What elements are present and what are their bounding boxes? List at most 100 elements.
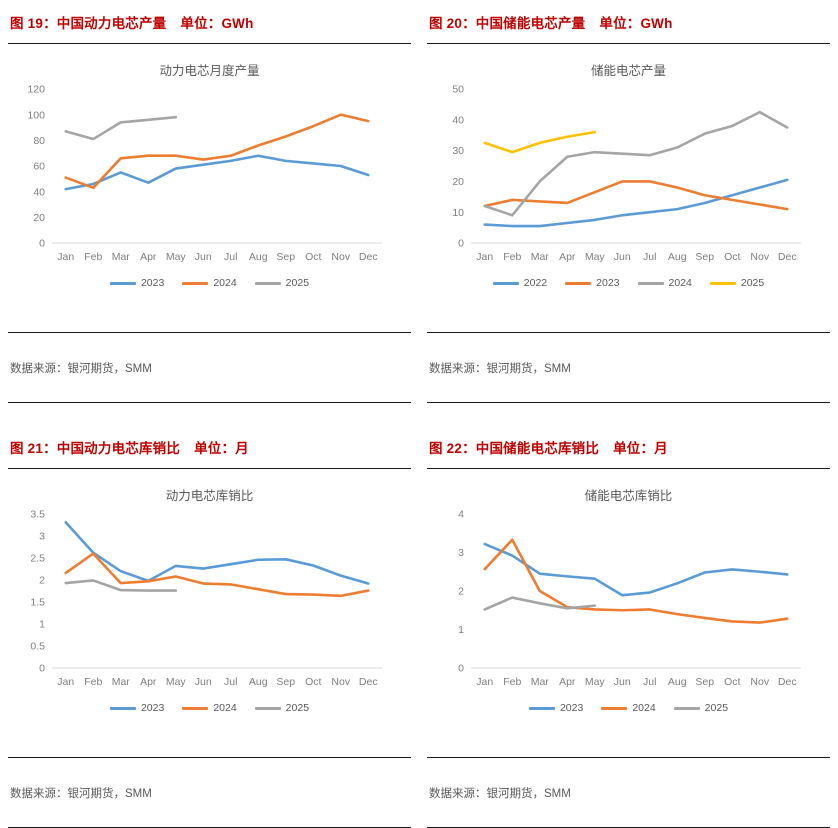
y-axis-tick-label: 60 — [33, 161, 45, 173]
chart-cell: 动力电芯月度产量 0 20 40 60 80 100 120 Jan Feb Mar Apr May J… — [8, 44, 411, 333]
y-axis-tick-label: 0 — [39, 663, 45, 675]
x-axis-tick-label: Jan — [476, 251, 493, 263]
legend-label: 2025 — [704, 702, 729, 714]
legend-label: 2022 — [523, 277, 548, 289]
x-axis-tick-label: Apr — [140, 251, 157, 263]
legend-swatch-2023 — [565, 281, 592, 285]
x-axis-tick-label: Mar — [531, 676, 550, 688]
chart-legend: 2022 2023 2024 2025 — [427, 277, 830, 289]
x-axis-tick-label: Mar — [112, 251, 131, 263]
x-axis-tick-label: Aug — [668, 251, 687, 263]
x-axis-tick-label: Jul — [643, 251, 656, 263]
figure-panel-fig21: 图 21：中国动力电芯库销比 单位：月 动力电芯库销比 0 0.5 1 1.5 2 2.5 3… — [8, 425, 411, 828]
legend-label: 2025 — [285, 277, 310, 289]
x-axis-tick-label: Oct — [724, 676, 740, 688]
chart-svg: 0 1 2 3 4 Jan Feb Mar Apr May Jun Jul Aug Sep Oct Nov De… — [458, 509, 801, 688]
legend-label: 2023 — [559, 702, 584, 714]
legend-item-2024[interactable]: 2024 — [182, 702, 237, 714]
x-axis-tick-label: May — [585, 676, 606, 688]
legend-label: 2025 — [285, 702, 310, 714]
y-axis-tick-label: 40 — [452, 114, 464, 126]
y-axis-tick-label: 3 — [39, 531, 45, 543]
x-axis-tick-label: Oct — [305, 251, 321, 263]
series-line-2023 — [483, 180, 789, 211]
x-axis-tick-label: Nov — [750, 251, 769, 263]
legend-item-2025[interactable]: 2025 — [254, 277, 310, 289]
legend-label: 2025 — [740, 277, 765, 289]
figure-title-cell: 图 20：中国储能电芯产量 单位：GWh — [427, 0, 830, 44]
figure-caption: 图 21：中国动力电芯库销比 单位：月 — [10, 437, 249, 457]
legend-item-2024[interactable]: 2024 — [182, 277, 237, 289]
x-axis-tick-label: Sep — [695, 676, 714, 688]
legend-label: 2023 — [596, 277, 620, 289]
chart-plot-area: 0 10 20 30 40 50 Jan Feb Mar Apr May Jun Jul Aug Sep Oc… — [427, 81, 830, 273]
legend-item-2024[interactable]: 2024 — [637, 277, 692, 289]
series-line-2025 — [483, 596, 597, 611]
figure-title-cell: 图 21：中国动力电芯库销比 单位：月 — [8, 425, 411, 469]
series-line-2023 — [64, 521, 370, 585]
y-axis-tick-label: 0.5 — [30, 641, 45, 653]
figure-panel-fig20: 图 20：中国储能电芯产量 单位：GWh 储能电芯产量 0 10 20 30 40 50 Ja… — [427, 0, 830, 403]
legend-swatch-2023 — [109, 281, 136, 285]
legend-item-2023[interactable]: 2023 — [109, 277, 164, 289]
figure-title-cell: 图 22：中国储能电芯库销比 单位：月 — [427, 425, 830, 469]
legend-item-2025[interactable]: 2025 — [709, 277, 765, 289]
x-axis-tick-label: Jan — [476, 676, 493, 688]
x-axis-tick-label: Apr — [140, 676, 157, 688]
figure-caption: 图 19：中国动力电芯产量 单位：GWh — [10, 12, 254, 32]
x-axis-tick-label: Apr — [559, 251, 576, 263]
x-axis-tick-label: Nov — [331, 676, 350, 688]
series-line-2024 — [64, 552, 370, 598]
x-axis-tick-label: Apr — [559, 676, 576, 688]
legend-label: 2023 — [140, 702, 165, 714]
y-axis-tick-label: 0 — [458, 238, 464, 250]
x-axis-tick-label: Oct — [305, 676, 321, 688]
figure-caption-text: 图 20：中国储能电芯产量 — [429, 15, 586, 31]
x-axis-tick-label: Jul — [643, 676, 656, 688]
legend-label: 2024 — [668, 277, 692, 289]
legend-item-2025[interactable]: 2025 — [254, 702, 310, 714]
x-axis-tick-label: Jun — [195, 676, 212, 688]
y-axis-tick-label: 4 — [458, 509, 464, 521]
source-text: 数据来源：银河期货，SMM — [10, 787, 152, 800]
x-axis-tick-label: Sep — [276, 251, 295, 263]
legend-item-2023[interactable]: 2023 — [109, 702, 165, 714]
y-axis-tick-label: 100 — [27, 109, 45, 121]
y-axis-tick-label: 3.5 — [30, 509, 45, 521]
x-axis-tick-label: Jun — [614, 251, 631, 263]
x-axis-tick-label: Jun — [195, 251, 212, 263]
legend-item-2025[interactable]: 2025 — [673, 702, 729, 714]
chart-legend: 2023 2024 2025 — [427, 702, 830, 714]
figure-caption-text: 图 21：中国动力电芯库销比 — [10, 440, 181, 456]
x-axis-tick-label: Feb — [84, 251, 102, 263]
y-axis-tick-label: 0 — [458, 663, 464, 675]
y-axis-tick-label: 20 — [33, 212, 45, 224]
legend-swatch-2023 — [528, 706, 555, 710]
y-axis-tick-label: 40 — [33, 186, 45, 198]
legend-item-2023[interactable]: 2023 — [565, 277, 620, 289]
y-axis-tick-label: 2.5 — [30, 553, 45, 565]
legend-swatch-2025 — [254, 281, 281, 285]
figure-source-cell: 数据来源：银河期货，SMM — [427, 333, 830, 403]
figure-unit-text: 单位：月 — [613, 440, 668, 456]
chart-plot-area: 0 20 40 60 80 100 120 Jan Feb Mar Apr May Jun Jul Aug S… — [8, 81, 411, 273]
x-axis-tick-label: Oct — [724, 251, 740, 263]
x-axis-tick-label: Sep — [276, 676, 295, 688]
chart-plot-area: 0 0.5 1 1.5 2 2.5 3 3.5 Jan Feb Mar Apr May Jun Jul Aug… — [8, 506, 411, 698]
x-axis-tick-label: Dec — [778, 251, 797, 263]
legend-label: 2024 — [632, 702, 656, 714]
legend-item-2023[interactable]: 2023 — [528, 702, 584, 714]
source-text: 数据来源：银河期货，SMM — [429, 362, 571, 375]
legend-swatch-2023 — [109, 706, 136, 710]
series-line-2025 — [64, 579, 178, 592]
legend-item-2022[interactable]: 2022 — [492, 277, 548, 289]
figure-title-cell: 图 19：中国动力电芯产量 单位：GWh — [8, 0, 411, 44]
figure-row-bottom: 图 21：中国动力电芯库销比 单位：月 动力电芯库销比 0 0.5 1 1.5 2 2.5 3… — [0, 425, 838, 828]
legend-item-2024[interactable]: 2024 — [601, 702, 656, 714]
y-axis-tick-label: 1 — [458, 624, 464, 636]
legend-swatch-2025 — [673, 706, 700, 710]
x-axis-tick-label: Feb — [84, 676, 102, 688]
x-axis-tick-label: May — [166, 251, 187, 263]
figure-unit-text: 单位：GWh — [180, 15, 254, 31]
series-line-2024 — [483, 110, 789, 217]
